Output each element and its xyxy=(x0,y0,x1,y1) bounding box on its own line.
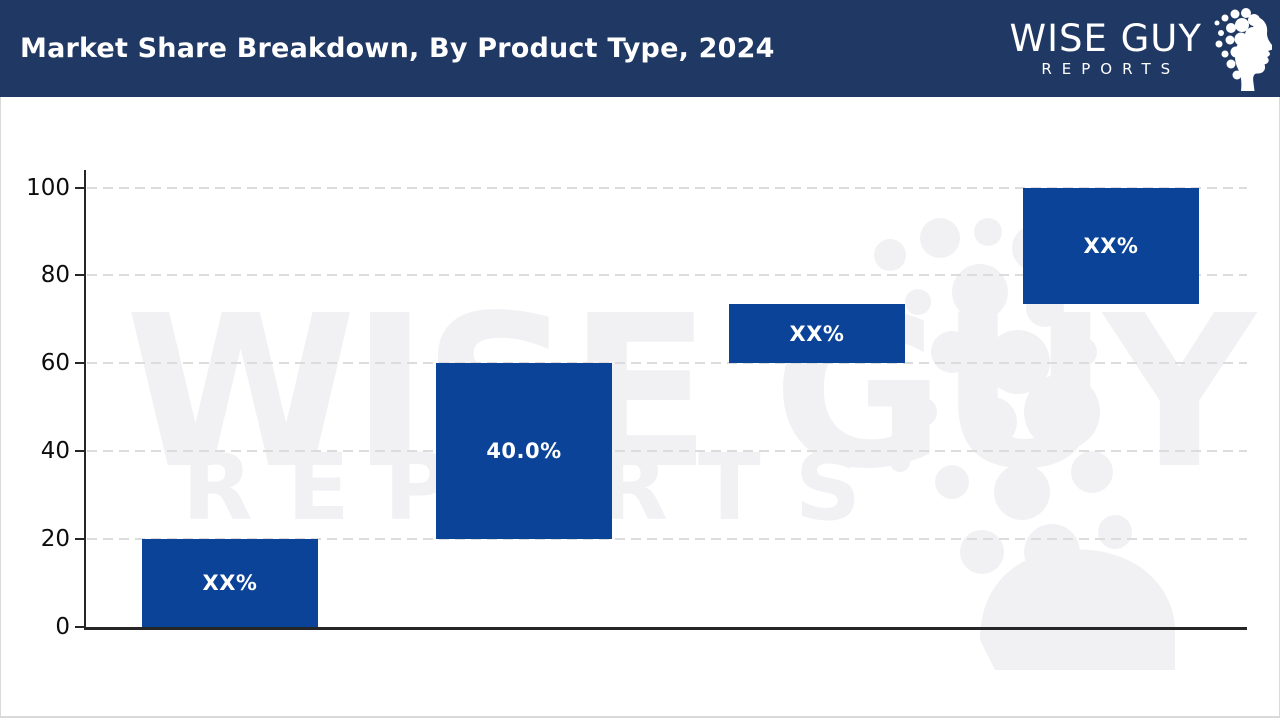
logo-text: WISE GUY REPORTS xyxy=(1010,20,1202,77)
wise-guy-reports-logo: WISE GUY REPORTS xyxy=(1010,0,1272,97)
gridline xyxy=(87,186,1247,189)
bar-alcohol-based-rinse: 40.0% xyxy=(436,363,612,540)
y-tick-mark xyxy=(75,274,84,277)
bar-value-label: XX% xyxy=(1083,233,1139,258)
page-title: Market Share Breakdown, By Product Type,… xyxy=(20,33,775,64)
y-tick-label: 40 xyxy=(40,438,70,465)
header-bar: Market Share Breakdown, By Product Type,… xyxy=(0,0,1280,97)
x-axis-spine xyxy=(84,627,1247,630)
bar-value-label: 40.0% xyxy=(486,439,562,464)
y-tick-label: 60 xyxy=(40,350,70,377)
y-tick-mark xyxy=(75,186,84,189)
gridline xyxy=(87,362,1247,365)
logo-wordmark: WISE GUY xyxy=(1009,17,1202,60)
bottom-border xyxy=(0,716,1280,718)
y-tick-label: 0 xyxy=(55,614,70,640)
y-axis-spine xyxy=(84,170,86,629)
y-tick-label: 100 xyxy=(26,174,70,201)
logo-subtitle: REPORTS xyxy=(1041,60,1181,78)
y-tick-mark xyxy=(75,450,84,453)
bar-antimicrobial-rinse: XX% xyxy=(729,303,905,364)
gridline xyxy=(87,450,1247,453)
y-tick-label: 80 xyxy=(40,262,70,289)
y-tick-mark xyxy=(75,362,84,365)
y-tick-label: 20 xyxy=(40,526,70,553)
bar-value-label: XX% xyxy=(789,321,845,346)
gridline xyxy=(87,274,1247,277)
y-tick-mark xyxy=(75,626,84,628)
head-profile-logo-icon xyxy=(1214,7,1272,91)
bar-herbal-rinse: XX% xyxy=(142,539,318,627)
bar-non-alcohol-based-rinse: XX% xyxy=(1023,187,1199,304)
bar-value-label: XX% xyxy=(202,571,258,596)
gridline xyxy=(87,538,1247,541)
y-tick-mark xyxy=(75,538,84,541)
left-border xyxy=(0,97,1,717)
